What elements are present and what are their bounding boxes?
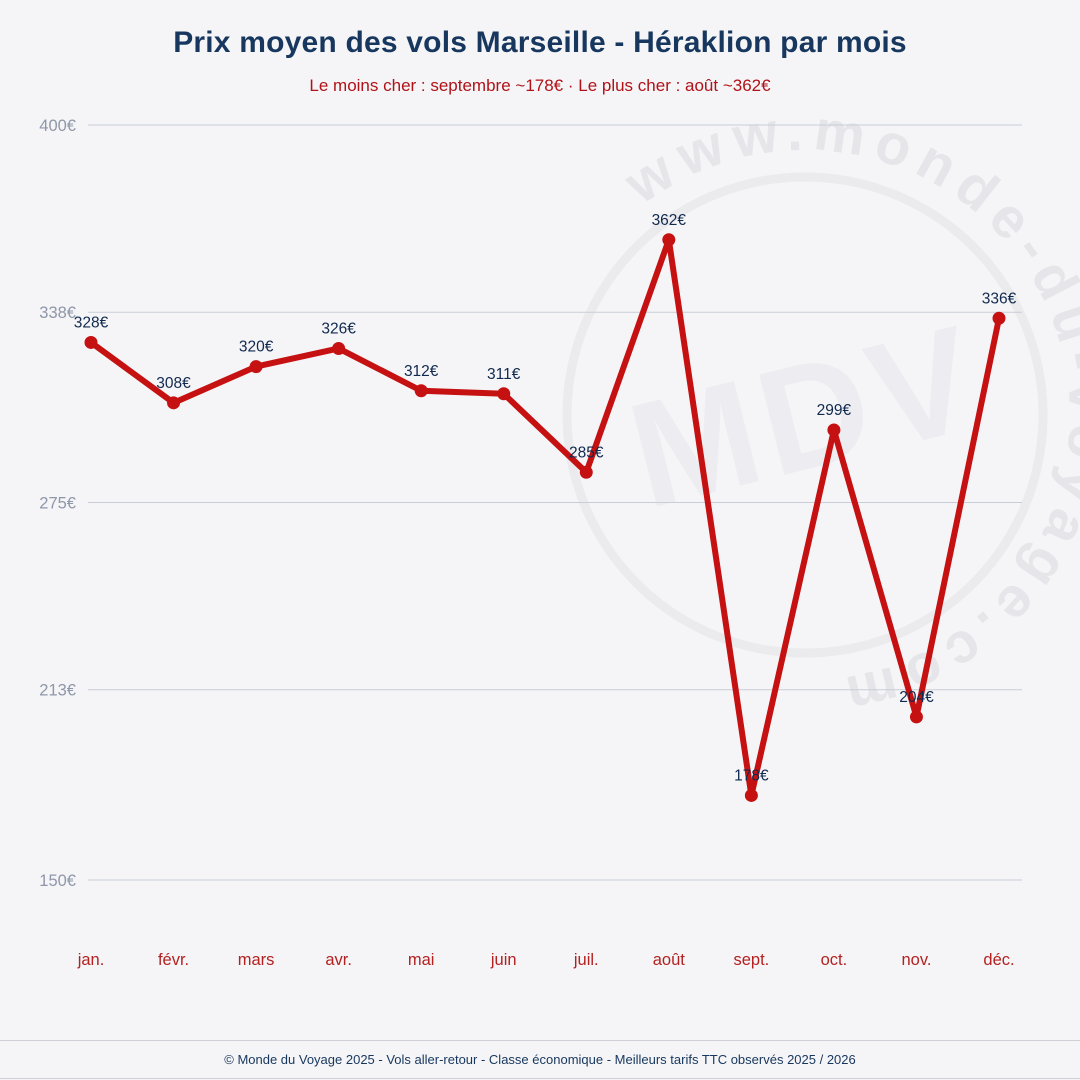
point-label: 336€: [982, 290, 1017, 307]
price-line: [88, 236, 1002, 799]
point-label: 320€: [239, 339, 274, 356]
month-label: jan.: [77, 951, 105, 969]
point-label: 308€: [156, 375, 191, 392]
data-point: [744, 788, 758, 802]
data-point: [497, 387, 511, 401]
data-point: [827, 423, 841, 437]
point-label: 285€: [569, 444, 604, 461]
point-label: 328€: [74, 314, 109, 331]
month-label: août: [653, 951, 686, 969]
month-label: févr.: [158, 951, 189, 969]
point-label: 299€: [817, 402, 852, 419]
data-point: [167, 396, 181, 410]
data-point: [332, 341, 346, 355]
month-label: oct.: [821, 951, 848, 969]
chart-title: Prix moyen des vols Marseille - Héraklio…: [173, 26, 907, 59]
point-label: 326€: [321, 320, 356, 337]
footer-text: © Monde du Voyage 2025 - Vols aller-reto…: [224, 1052, 856, 1067]
chart-subtitle: Le moins cher : septembre ~178€ · Le plu…: [309, 76, 771, 95]
y-axis-label: 338€: [39, 304, 76, 322]
data-point: [992, 311, 1006, 325]
month-label: juin: [490, 951, 517, 969]
data-point: [909, 710, 923, 724]
watermark-ring: [562, 172, 1048, 658]
y-axis-label: 150€: [39, 872, 76, 890]
y-axis-label: 275€: [39, 494, 76, 512]
y-axis-label: 400€: [39, 117, 76, 135]
month-label: sept.: [733, 951, 769, 969]
data-point: [579, 465, 593, 479]
data-point: [414, 384, 428, 398]
y-axis-label: 213€: [39, 682, 76, 700]
month-label: avr.: [325, 951, 352, 969]
month-label: déc.: [983, 951, 1014, 969]
point-label: 362€: [652, 212, 687, 229]
month-label: mars: [238, 951, 275, 969]
data-point: [662, 233, 676, 247]
point-label: 178€: [734, 767, 769, 784]
data-point: [84, 335, 98, 349]
month-label: mai: [408, 951, 435, 969]
footer: © Monde du Voyage 2025 - Vols aller-reto…: [0, 1040, 1080, 1079]
point-label: 311€: [487, 366, 521, 383]
point-label: 204€: [899, 689, 934, 706]
month-label: juil.: [573, 951, 599, 969]
data-point: [249, 360, 263, 374]
month-label: nov.: [901, 951, 931, 969]
point-label: 312€: [404, 363, 439, 380]
